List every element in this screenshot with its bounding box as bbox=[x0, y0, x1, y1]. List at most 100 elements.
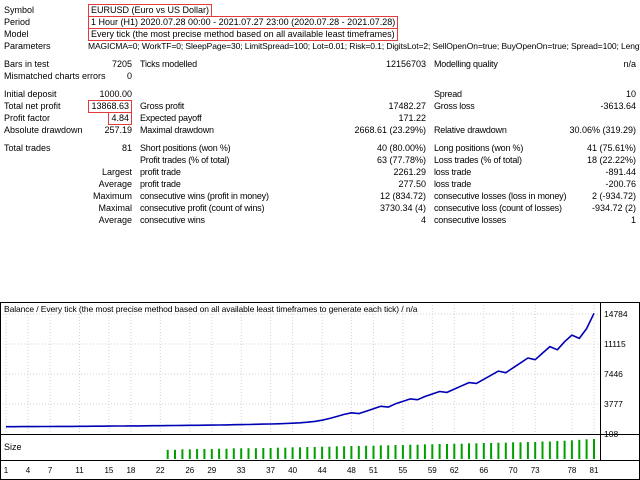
size-bar bbox=[387, 445, 390, 459]
size-bar bbox=[306, 447, 309, 459]
size-bar bbox=[357, 446, 360, 459]
report-cell: loss trade bbox=[434, 167, 472, 177]
highlighted-value: 4.84 bbox=[108, 112, 132, 125]
size-bar bbox=[578, 439, 581, 459]
report-cell bbox=[0, 154, 84, 166]
report-cell: Expected payoff bbox=[140, 113, 202, 123]
size-bar bbox=[548, 441, 551, 459]
report-label: Period bbox=[4, 17, 31, 27]
report-cell: 2261.29 bbox=[393, 167, 426, 177]
x-axis-label: 33 bbox=[237, 466, 246, 475]
report-cell: consecutive wins (profit in money) bbox=[140, 191, 269, 201]
x-axis-label: 73 bbox=[531, 466, 540, 475]
size-bar bbox=[526, 442, 529, 459]
size-bar bbox=[394, 445, 397, 459]
size-bar bbox=[232, 448, 235, 459]
size-bar bbox=[431, 444, 434, 459]
report-cell: consecutive loss (count of losses) bbox=[434, 203, 562, 213]
size-bar bbox=[328, 446, 331, 459]
report-cell: loss trade bbox=[434, 179, 472, 189]
report-cell bbox=[84, 154, 136, 166]
size-bar bbox=[254, 448, 257, 459]
report-cell: 2668.61 (23.29%) bbox=[354, 125, 426, 135]
x-axis-label: 48 bbox=[347, 466, 356, 475]
x-axis-label: 7 bbox=[48, 466, 53, 475]
size-bar bbox=[468, 443, 470, 459]
size-bar bbox=[174, 449, 176, 459]
size-bar bbox=[276, 447, 279, 459]
y-axis-label: 108 bbox=[604, 429, 618, 439]
size-bar bbox=[453, 443, 456, 459]
x-axis-label: 15 bbox=[104, 466, 113, 475]
x-axis-label: 40 bbox=[288, 466, 297, 475]
size-bar bbox=[504, 442, 507, 459]
size-bar bbox=[512, 442, 515, 459]
report-row: Absolute drawdown 257.19 Maximal drawdown 2… bbox=[0, 124, 640, 136]
report-cell bbox=[136, 88, 318, 100]
size-bar bbox=[570, 440, 573, 459]
report-cell: Gross loss bbox=[434, 101, 475, 111]
x-axis-label: 26 bbox=[185, 466, 194, 475]
report-row: Total net profit 13868.63 Gross profit 1748… bbox=[0, 100, 640, 113]
y-axis-label: 11115 bbox=[604, 339, 626, 349]
report-cell: -200.76 bbox=[605, 179, 636, 189]
report-cell: 18 (22.22%) bbox=[586, 155, 636, 165]
report-cell: 1000.00 bbox=[99, 89, 132, 99]
size-bar bbox=[379, 445, 382, 459]
x-axis-label: 66 bbox=[479, 466, 488, 475]
report-cell: 1 bbox=[630, 215, 636, 225]
size-bar bbox=[519, 442, 522, 459]
report-cell: n/a bbox=[623, 59, 636, 69]
report-row: Profit trades (% of total) 63 (77.78%) Los… bbox=[0, 154, 640, 166]
report-cell: 63 (77.78%) bbox=[376, 155, 426, 165]
size-bar bbox=[299, 447, 301, 459]
y-axis-label: 14784 bbox=[604, 309, 628, 319]
report-cell: Maximum bbox=[92, 191, 132, 201]
report-cell bbox=[0, 190, 84, 202]
report-cell: consecutive losses (loss in money) bbox=[434, 191, 567, 201]
size-bar bbox=[166, 449, 169, 459]
size-bar bbox=[460, 443, 463, 459]
size-bar bbox=[181, 449, 184, 459]
size-bar bbox=[438, 444, 441, 459]
report-cell: Ticks modelled bbox=[140, 59, 197, 69]
size-bar bbox=[475, 443, 478, 459]
size-bar bbox=[534, 442, 537, 459]
report-row: Mismatched charts errors 0 bbox=[0, 70, 640, 82]
x-axis-label: 51 bbox=[369, 466, 378, 475]
size-bar bbox=[225, 448, 228, 459]
report-cell: Largest bbox=[101, 167, 132, 177]
report-cell: Absolute drawdown bbox=[4, 125, 83, 135]
size-bar bbox=[585, 439, 588, 459]
report-row: Model Every tick (the most precise method… bbox=[0, 28, 640, 41]
report-cell: 277.50 bbox=[398, 179, 426, 189]
x-axis-label: 18 bbox=[126, 466, 135, 475]
size-bar bbox=[541, 441, 544, 459]
report-cell bbox=[560, 112, 640, 124]
size-bar bbox=[269, 448, 272, 459]
size-bar bbox=[401, 445, 404, 459]
size-bar bbox=[203, 449, 206, 459]
report-cell: Initial deposit bbox=[4, 89, 57, 99]
report-cell: 4.84 bbox=[84, 112, 136, 125]
report-cell: 0 bbox=[126, 71, 132, 81]
x-axis-label: 29 bbox=[207, 466, 216, 475]
size-bar bbox=[262, 448, 265, 459]
size-bar bbox=[497, 442, 500, 459]
balance-line bbox=[6, 312, 595, 428]
size-bar bbox=[350, 446, 353, 459]
report-row: Bars in test 7205 Ticks modelled 12156703 Mo… bbox=[0, 58, 640, 70]
report-row: Profit factor 4.84 Expected payoff 171.22 bbox=[0, 112, 640, 125]
report-label: Model bbox=[4, 29, 29, 39]
report-cell bbox=[0, 214, 84, 226]
report-cell bbox=[430, 70, 560, 82]
report-cell: Gross profit bbox=[140, 101, 185, 111]
report-cell: -3613.64 bbox=[600, 101, 636, 111]
size-bar bbox=[416, 444, 419, 459]
report-cell: 30.06% (319.29) bbox=[569, 125, 636, 135]
report-cell bbox=[318, 70, 430, 82]
report-row: Maximal consecutive profit (count of wins… bbox=[0, 202, 640, 214]
size-bar bbox=[321, 446, 324, 459]
report-cell bbox=[136, 70, 318, 82]
report-cell: Average bbox=[98, 215, 132, 225]
